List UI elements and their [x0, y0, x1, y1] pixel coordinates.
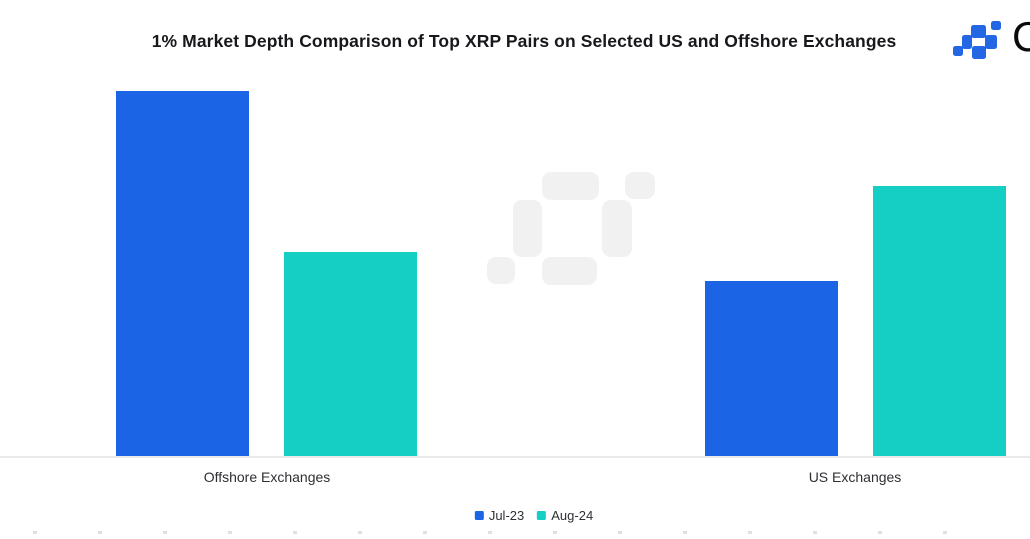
- legend: Jul-23 Aug-24: [474, 508, 593, 523]
- logo-pixel: [991, 21, 1001, 30]
- category-label-offshore: Offshore Exchanges: [203, 469, 331, 485]
- ccdata-wordmark-clipped: C: [1012, 13, 1030, 60]
- legend-label: Aug-24: [551, 508, 594, 523]
- x-axis-line: [0, 456, 1030, 458]
- watermark-pixel: [602, 200, 632, 257]
- logo-pixel: [985, 35, 997, 49]
- bar-jul-23-offshore-exchanges: [116, 91, 249, 457]
- watermark-pixel: [542, 257, 597, 285]
- ccdata-logo-icon: [953, 21, 1001, 59]
- bar-aug-24-us-exchanges: [873, 186, 1006, 457]
- legend-item-jul-23: Jul-23: [474, 508, 525, 523]
- chart-title: 1% Market Depth Comparison of Top XRP Pa…: [151, 31, 897, 51]
- logo-pixel: [972, 46, 986, 59]
- cropped-text-edge-marks: [0, 531, 1030, 534]
- legend-item-aug-24: Aug-24: [537, 508, 593, 523]
- watermark-pixel: [487, 257, 515, 284]
- watermark-logo: [487, 172, 657, 285]
- legend-label: Jul-23: [488, 508, 525, 523]
- watermark-pixel: [625, 172, 655, 199]
- watermark-pixel: [542, 172, 599, 200]
- legend-swatch-blue-icon: [474, 511, 484, 520]
- bar-aug-24-offshore-exchanges: [284, 252, 417, 457]
- logo-pixel: [962, 35, 972, 49]
- bar-jul-23-us-exchanges: [705, 281, 838, 457]
- logo-pixel: [953, 46, 963, 56]
- watermark-pixel: [513, 200, 542, 257]
- logo-pixel: [971, 25, 986, 38]
- legend-swatch-teal-icon: [537, 511, 547, 520]
- category-label-us: US Exchanges: [808, 469, 902, 485]
